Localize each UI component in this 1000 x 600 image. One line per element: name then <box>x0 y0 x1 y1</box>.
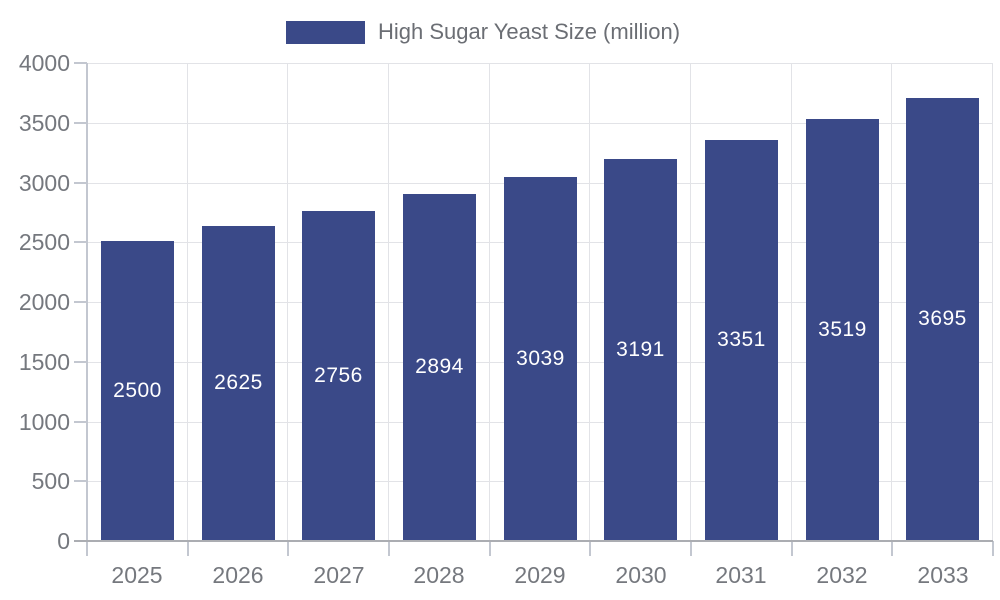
bar[interactable]: 3519 <box>806 119 879 540</box>
bar[interactable]: 2625 <box>202 226 275 540</box>
bar[interactable]: 2500 <box>101 241 174 540</box>
x-axis-tick-label: 2029 <box>514 562 566 588</box>
h-gridline <box>87 123 993 124</box>
y-tick <box>74 421 87 423</box>
x-axis-tick-label: 2030 <box>615 562 667 588</box>
x-tick <box>287 541 289 556</box>
x-tick <box>489 541 491 556</box>
bar-value-label: 3351 <box>717 328 766 351</box>
legend-item[interactable]: High Sugar Yeast Size (million) <box>286 19 680 45</box>
y-tick <box>74 241 87 243</box>
x-tick <box>891 541 893 556</box>
y-axis-tick-label: 1500 <box>18 349 70 375</box>
y-tick <box>74 301 87 303</box>
x-axis-tick-label: 2026 <box>212 562 264 588</box>
x-axis-tick-label: 2028 <box>413 562 465 588</box>
bar-value-label: 3191 <box>616 337 665 361</box>
bar-value-label: 3519 <box>818 317 867 341</box>
x-tick <box>589 541 591 556</box>
x-tick <box>187 541 189 556</box>
legend-label: High Sugar Yeast Size (million) <box>378 19 681 44</box>
y-tick <box>74 62 87 64</box>
bar[interactable]: 3351 <box>705 140 778 540</box>
v-gridline <box>187 63 188 541</box>
x-axis-tick-label: 2032 <box>816 562 868 588</box>
y-tick <box>74 480 87 482</box>
x-axis-line <box>74 540 993 542</box>
bar[interactable]: 2894 <box>403 194 476 540</box>
bar-value-label: 2500 <box>113 378 162 402</box>
y-axis-tick-label: 2500 <box>18 229 70 255</box>
legend-swatch-icon <box>286 20 365 44</box>
v-gridline <box>287 63 288 541</box>
x-axis-tick-label: 2031 <box>715 562 767 588</box>
bar-value-label: 3695 <box>918 307 967 330</box>
x-axis-tick-label: 2027 <box>313 562 365 588</box>
v-gridline <box>891 63 892 541</box>
y-axis-tick-label: 3000 <box>18 170 70 196</box>
v-gridline <box>791 63 792 541</box>
x-axis-tick-label: 2025 <box>111 562 163 588</box>
x-tick <box>791 541 793 556</box>
v-gridline <box>489 63 490 541</box>
bar-value-label: 2625 <box>214 371 263 394</box>
v-gridline <box>992 63 993 541</box>
y-axis-tick-label: 3500 <box>18 110 70 136</box>
v-gridline <box>388 63 389 541</box>
y-axis-tick-label: 2000 <box>18 289 70 315</box>
x-tick <box>690 541 692 556</box>
y-tick <box>74 182 87 184</box>
bar[interactable]: 3695 <box>906 98 979 540</box>
y-tick <box>74 122 87 124</box>
h-gridline <box>87 63 993 64</box>
y-axis-tick-label: 1000 <box>18 409 70 435</box>
bar[interactable]: 3191 <box>604 159 677 540</box>
x-tick <box>86 541 88 556</box>
bar-value-label: 3039 <box>516 346 565 370</box>
v-gridline <box>690 63 691 541</box>
y-axis-tick-label: 4000 <box>18 50 70 76</box>
bar-value-label: 2894 <box>415 355 464 378</box>
bar[interactable]: 2756 <box>302 211 375 540</box>
x-axis-tick-label: 2033 <box>917 562 969 588</box>
bar-value-label: 2756 <box>314 363 363 387</box>
y-axis-line <box>86 63 88 541</box>
y-axis-tick-label: 500 <box>31 468 70 494</box>
x-tick <box>388 541 390 556</box>
bar[interactable]: 3039 <box>504 177 577 540</box>
x-tick <box>992 541 994 556</box>
y-tick <box>74 361 87 363</box>
v-gridline <box>589 63 590 541</box>
y-axis-tick-label: 0 <box>57 528 70 554</box>
